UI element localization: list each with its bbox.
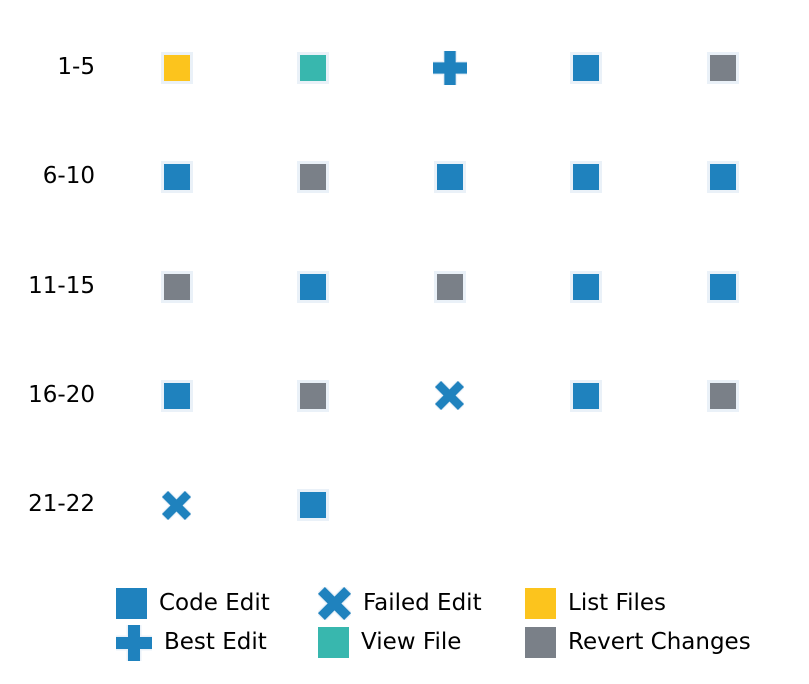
- revert-changes-marker: [300, 382, 326, 409]
- code-edit-marker: [573, 382, 599, 409]
- legend-label: Revert Changes: [568, 629, 751, 655]
- failed-edit-legend-swatch: [318, 587, 351, 620]
- code-edit-marker: [573, 273, 599, 300]
- failed-edit-marker: [162, 490, 191, 520]
- legend-item-revert-changes: Revert Changes: [525, 627, 795, 658]
- best-edit-legend-swatch: [116, 624, 152, 661]
- code-edit-marker: [163, 382, 190, 409]
- view-file-marker: [300, 55, 326, 81]
- code-edit-marker: [163, 164, 190, 191]
- row-label-11-15: 11-15: [28, 272, 95, 299]
- revert-changes-marker: [300, 164, 326, 191]
- legend-item-code-edit: Code Edit: [116, 588, 318, 619]
- revert-changes-marker: [709, 55, 736, 81]
- best-edit-marker: [432, 51, 467, 85]
- code-edit-marker: [300, 492, 326, 518]
- row-label-16-20: 16-20: [28, 381, 95, 408]
- code-edit-marker: [436, 164, 463, 191]
- list-files-marker: [163, 55, 190, 81]
- legend-item-list-files: List Files: [525, 588, 795, 619]
- legend-label: View File: [361, 629, 462, 655]
- legend-label: List Files: [568, 590, 666, 616]
- code-edit-marker: [709, 164, 736, 191]
- legend-label: Failed Edit: [363, 590, 482, 616]
- row-label-6-10: 6-10: [42, 163, 95, 190]
- code-edit-marker: [300, 273, 326, 300]
- row-label-21-22: 21-22: [28, 491, 95, 517]
- view-file-legend-swatch: [318, 627, 349, 658]
- revert-changes-marker: [163, 273, 190, 300]
- code-edit-legend-swatch: [116, 588, 147, 619]
- legend-item-view-file: View File: [318, 627, 525, 658]
- legend-label: Best Edit: [164, 629, 267, 655]
- list-files-legend-swatch: [525, 588, 556, 619]
- revert-changes-marker: [709, 382, 736, 409]
- failed-edit-marker: [435, 381, 464, 411]
- legend-label: Code Edit: [159, 590, 270, 616]
- revert-changes-marker: [436, 273, 463, 300]
- code-edit-marker: [709, 273, 736, 300]
- legend-item-best-edit: Best Edit: [116, 624, 318, 661]
- revert-changes-legend-swatch: [525, 627, 556, 658]
- legend: Code Edit Failed Edit List Files Best Edit V…: [116, 587, 795, 661]
- code-edit-marker: [573, 164, 599, 191]
- legend-item-failed-edit: Failed Edit: [318, 587, 525, 620]
- code-edit-marker: [573, 55, 599, 81]
- row-label-1-5: 1-5: [57, 54, 95, 80]
